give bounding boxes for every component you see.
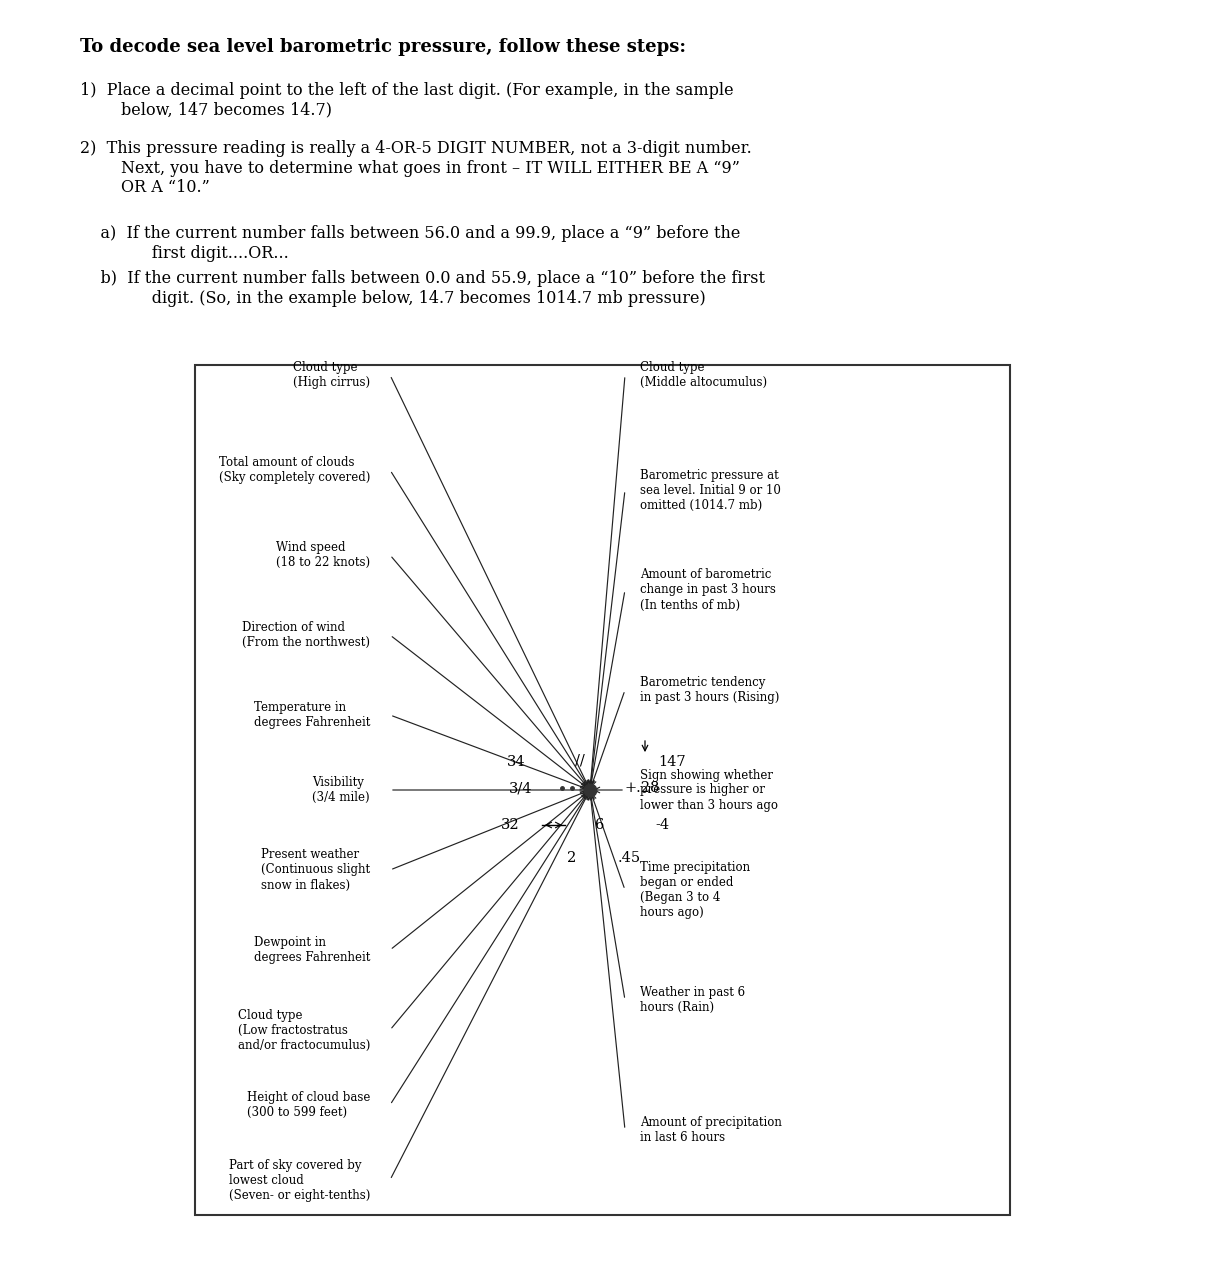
Text: Barometric pressure at
sea level. Initial 9 or 10
omitted (1014.7 mb): Barometric pressure at sea level. Initia… [640,468,781,512]
Text: Cloud type
(Middle altocumulus): Cloud type (Middle altocumulus) [640,361,768,389]
Text: b)  If the current number falls between 0.0 and 55.9, place a “10” before the fi: b) If the current number falls between 0… [80,270,765,307]
Text: 1)  Place a decimal point to the left of the last digit. (For example, in the sa: 1) Place a decimal point to the left of … [80,82,734,119]
Text: Height of cloud base
(300 to 599 feet): Height of cloud base (300 to 599 feet) [247,1091,370,1119]
Text: Wind speed
(18 to 22 knots): Wind speed (18 to 22 knots) [276,541,370,569]
Text: 3/4: 3/4 [509,781,531,796]
Text: Time precipitation
began or ended
(Began 3 to 4
hours ago): Time precipitation began or ended (Began… [640,861,751,920]
Text: Part of sky covered by
lowest cloud
(Seven- or eight-tenths): Part of sky covered by lowest cloud (Sev… [229,1159,370,1201]
Text: 34: 34 [506,755,525,769]
Text: 6: 6 [595,819,605,833]
Text: Cloud type
(High cirrus): Cloud type (High cirrus) [293,361,370,389]
Text: Total amount of clouds
(Sky completely covered): Total amount of clouds (Sky completely c… [218,457,370,483]
Text: Amount of precipitation
in last 6 hours: Amount of precipitation in last 6 hours [640,1117,782,1143]
Text: Visibility
(3/4 mile): Visibility (3/4 mile) [312,776,370,804]
Text: Sign showing whether
pressure is higher or
lower than 3 hours ago: Sign showing whether pressure is higher … [640,769,778,811]
Text: -4: -4 [656,819,669,833]
Text: a)  If the current number falls between 56.0 and a 99.9, place a “9” before the
: a) If the current number falls between 5… [80,225,740,262]
Text: 2)  This pressure reading is really a 4-OR-5 DIGIT NUMBER, not a 3-digit number.: 2) This pressure reading is really a 4-O… [80,139,752,196]
Text: Weather in past 6
hours (Rain): Weather in past 6 hours (Rain) [640,986,745,1014]
Text: 32: 32 [501,819,521,833]
Text: Dewpoint in
degrees Fahrenheit: Dewpoint in degrees Fahrenheit [253,936,370,964]
Text: Present weather
(Continuous slight
snow in flakes): Present weather (Continuous slight snow … [260,848,370,891]
Text: Amount of barometric
change in past 3 hours
(In tenths of mb): Amount of barometric change in past 3 ho… [640,568,776,611]
Text: Barometric tendency
in past 3 hours (Rising): Barometric tendency in past 3 hours (Ris… [640,677,780,703]
Text: //: // [575,753,584,767]
Bar [195,365,1010,1215]
Text: Direction of wind
(From the northwest): Direction of wind (From the northwest) [242,622,370,648]
Text: 2: 2 [568,851,577,865]
Text: .45: .45 [618,851,641,865]
Text: Cloud type
(Low fractostratus
and/or fractocumulus): Cloud type (Low fractostratus and/or fra… [237,1009,370,1051]
Text: Temperature in
degrees Fahrenheit: Temperature in degrees Fahrenheit [253,701,370,729]
Text: +.28: +.28 [625,781,660,796]
Text: To decode sea level barometric pressure, follow these steps:: To decode sea level barometric pressure,… [80,38,686,56]
Text: 147: 147 [658,755,686,769]
